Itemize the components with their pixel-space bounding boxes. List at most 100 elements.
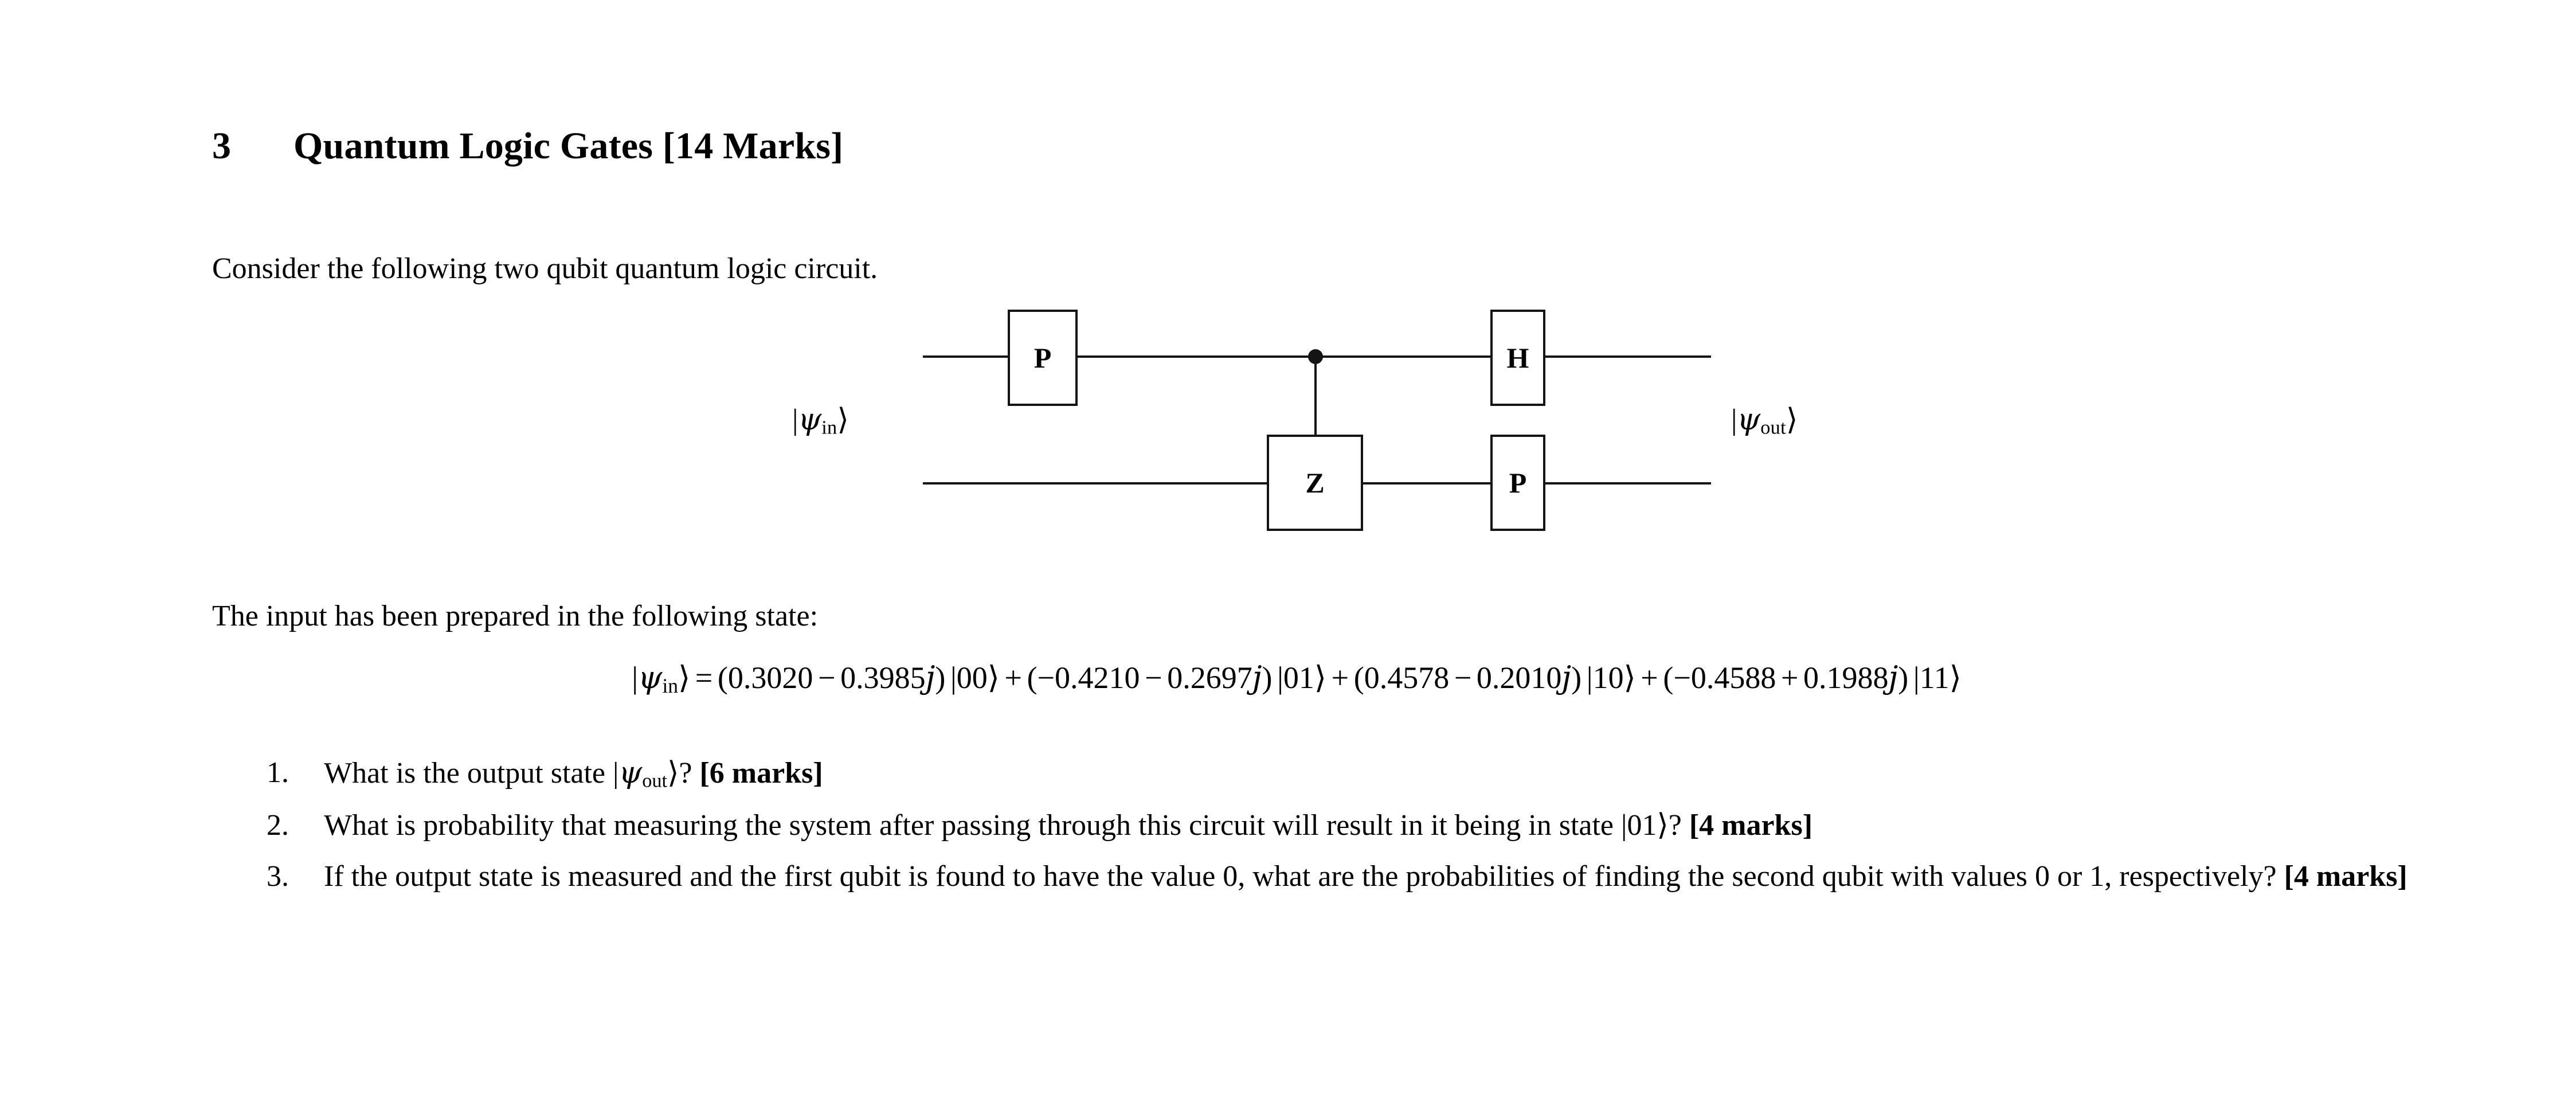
section-number: 3 — [212, 125, 232, 167]
term-paren-open: ( — [1027, 661, 1038, 695]
gate-top-hadamard-label: H — [1506, 342, 1529, 374]
ket-bracket-close: ⟩ — [1786, 404, 1798, 436]
wire-bottom-segment-1 — [923, 482, 1268, 484]
question-text-before: If the output state is measured and the … — [324, 859, 2284, 893]
term-real-part: 0.3020 — [727, 661, 813, 695]
gate-bottom-z[interactable]: Z — [1267, 435, 1363, 531]
question-item: 1. What is the output state |ψout⟩? [6 ma… — [0, 756, 2576, 792]
question-text-after: ? — [1668, 808, 1689, 842]
ket-bracket-close: ⟩ — [837, 404, 849, 436]
question-list: 1. What is the output state |ψout⟩? [6 ma… — [0, 756, 2576, 910]
question-text: If the output state is measured and the … — [324, 860, 2407, 893]
term-basis-ket: |00⟩ — [950, 661, 1000, 695]
term-real-part: −0.4210 — [1037, 661, 1140, 695]
term-paren-close: ) — [1898, 661, 1909, 695]
gate-bottom-phase-label: P — [1509, 467, 1527, 499]
equation-term: (−0.4210−0.2697j) |01⟩ — [1027, 661, 1326, 695]
psi-subscript: out — [1760, 416, 1786, 439]
wire-top-segment-2 — [1076, 355, 1491, 358]
term-imag-part: 0.2697 — [1167, 661, 1252, 695]
inline-ket-bracket: ⟩ — [1657, 808, 1669, 842]
inline-ket-bracket: ⟩ — [667, 757, 679, 790]
term-real-part: 0.4578 — [1364, 661, 1450, 695]
equation-equals: = — [695, 661, 713, 695]
wire-top-segment-3 — [1544, 355, 1711, 358]
input-state-equation: |ψin⟩ = (0.3020−0.3985j) |00⟩ + (−0.4210−0.26… — [0, 661, 2576, 697]
term-basis-ket: |10⟩ — [1586, 661, 1636, 695]
inline-ket-subscript: out — [642, 769, 668, 792]
question-marker: 2. — [267, 808, 289, 842]
question-marks-badge: [4 marks] — [1689, 808, 1813, 842]
inline-ket-symbol: 01 — [1627, 808, 1657, 842]
ket-bar-open: | — [792, 404, 798, 436]
gate-top-phase[interactable]: P — [1008, 310, 1078, 406]
ket-bar-open: | — [1731, 404, 1737, 436]
term-basis-ket: |11⟩ — [1913, 661, 1962, 695]
term-operator: − — [818, 661, 836, 695]
question-text-after: ? — [679, 757, 700, 790]
prepared-state-paragraph: The input has been prepared in the follo… — [212, 600, 819, 632]
question-inline-ket: |01⟩ — [1621, 809, 1669, 842]
output-state-label: |ψout⟩ — [1731, 403, 1798, 439]
term-operator: + — [1780, 661, 1799, 695]
question-item: 2. What is probability that measuring the… — [0, 808, 2576, 843]
question-marker: 3. — [267, 859, 289, 893]
psi-subscript: in — [821, 416, 837, 439]
term-operator: − — [1454, 661, 1472, 695]
psi-symbol: ψ — [1737, 403, 1761, 437]
equation-term: (0.4578−0.2010j) |10⟩ — [1354, 661, 1636, 695]
term-paren-open: ( — [1663, 661, 1674, 695]
input-state-label: |ψin⟩ — [792, 403, 849, 439]
equation-term-sign: + — [1331, 661, 1349, 695]
gate-bottom-phase[interactable]: P — [1490, 435, 1545, 531]
term-paren-open: ( — [717, 661, 728, 695]
equation-lhs-subscript: in — [662, 674, 679, 697]
page-title: 3 Quantum Logic Gates [14 Marks] — [212, 127, 843, 165]
control-dot — [1308, 349, 1323, 364]
wire-bottom-segment-3 — [1544, 482, 1711, 484]
equation-lhs-bar: | — [632, 661, 639, 695]
term-operator: − — [1145, 661, 1162, 695]
term-paren-close: ) — [1571, 661, 1582, 695]
term-imaginary-unit: j — [925, 659, 935, 695]
gate-bottom-z-label: Z — [1305, 467, 1325, 499]
question-marks-badge: [6 marks] — [699, 757, 823, 790]
control-link-line — [1314, 357, 1317, 436]
equation-term: (−0.4588 +0.1988j) |11⟩ — [1663, 661, 1961, 695]
inline-ket-bar: | — [613, 757, 619, 790]
term-imag-part: 0.3985 — [840, 661, 926, 695]
term-imag-part: 0.2010 — [1476, 661, 1562, 695]
equation-term-sign: + — [1641, 661, 1658, 695]
term-imag-part: 0.1988 — [1803, 661, 1889, 695]
equation-term-sign: + — [1004, 661, 1022, 695]
term-paren-close: ) — [1262, 661, 1273, 695]
gate-top-phase-label: P — [1033, 342, 1052, 374]
question-marks-badge: [4 marks] — [2284, 859, 2407, 893]
equation-terms: (0.3020−0.3985j) |00⟩ + (−0.4210−0.2697j) |0… — [718, 661, 1962, 695]
inline-ket-bar: | — [1621, 808, 1627, 842]
question-text: What is probability that measuring the s… — [324, 809, 1812, 842]
quantum-circuit-diagram: |ψin⟩ P H Z P |ψout⟩ — [0, 269, 2576, 531]
question-text-before: What is the output state — [324, 757, 613, 790]
equation-lhs-psi: ψ — [638, 659, 663, 695]
question-marker: 1. — [267, 756, 289, 789]
psi-symbol: ψ — [798, 403, 822, 437]
term-basis-ket: |01⟩ — [1277, 661, 1326, 695]
question-text-before: What is probability that measuring the s… — [324, 808, 1622, 842]
question-item: 3. If the output state is measured and th… — [0, 859, 2576, 894]
section-title-text: Quantum Logic Gates [14 Marks] — [293, 125, 844, 167]
wire-bottom-segment-2 — [1362, 482, 1491, 484]
equation-term: (0.3020−0.3985j) |00⟩ — [718, 661, 1000, 695]
term-real-part: −0.4588 — [1673, 661, 1776, 695]
question-inline-ket: |ψout⟩ — [613, 756, 679, 792]
term-imaginary-unit: j — [1888, 659, 1898, 695]
wire-top-segment-1 — [923, 355, 1009, 358]
term-paren-open: ( — [1353, 661, 1364, 695]
question-text: What is the output state |ψout⟩? [6 mark… — [324, 756, 823, 792]
gate-top-hadamard[interactable]: H — [1490, 310, 1545, 406]
intro-paragraph: Consider the following two qubit quantum… — [212, 252, 878, 285]
term-imaginary-unit: j — [1561, 659, 1572, 695]
term-paren-close: ) — [935, 661, 946, 695]
equation-lhs-bracket: ⟩ — [678, 661, 691, 695]
inline-ket-symbol: ψ — [618, 756, 643, 790]
